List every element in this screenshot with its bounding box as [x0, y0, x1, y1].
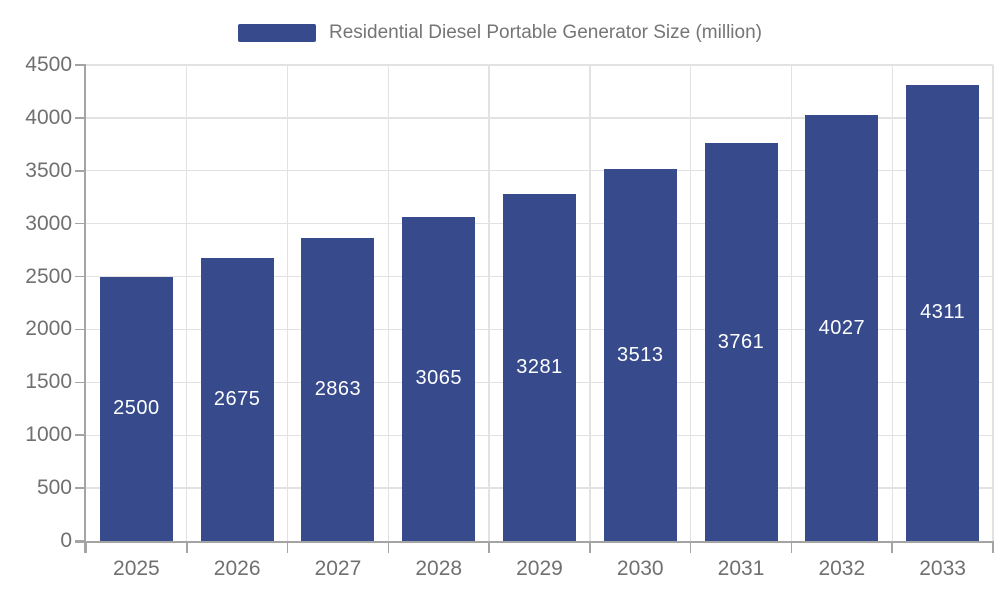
x-axis-tick — [488, 541, 490, 553]
gridline-vertical — [387, 65, 390, 541]
x-tick-label: 2027 — [314, 557, 362, 580]
gridline-vertical — [992, 65, 994, 541]
x-tick-label: 2033 — [919, 557, 966, 580]
bar: 2675 — [200, 258, 274, 541]
y-tick-label: 2500 — [25, 264, 72, 288]
bar-value-label: 2863 — [314, 378, 362, 401]
y-axis-tick — [75, 434, 86, 436]
y-tick-label: 3500 — [25, 158, 72, 182]
x-tick-label: 2030 — [616, 557, 664, 580]
bar-value-label: 3065 — [415, 367, 462, 390]
gridline-vertical — [286, 65, 289, 541]
y-axis-line — [84, 65, 86, 553]
bar: 2863 — [301, 238, 375, 541]
bar-value-label: 3513 — [617, 343, 664, 366]
y-axis-tick — [75, 487, 86, 489]
x-axis-tick — [891, 541, 893, 553]
bar: 3761 — [704, 143, 778, 541]
gridline-horizontal — [86, 117, 993, 119]
x-axis-tick — [992, 541, 994, 553]
bar-value-label: 4311 — [920, 301, 966, 324]
x-tick-label: 2028 — [415, 557, 463, 580]
x-tick-label: 2026 — [213, 557, 261, 580]
y-tick-label: 2000 — [25, 317, 72, 341]
x-axis-tick — [286, 541, 289, 553]
gridline-horizontal — [86, 64, 993, 66]
x-tick-label: 2025 — [113, 557, 160, 580]
y-tick-label: 4500 — [25, 53, 72, 76]
bar: 2500 — [99, 276, 173, 541]
gridline-horizontal — [86, 170, 993, 172]
gridline-vertical — [488, 65, 490, 541]
bar-value-label: 3761 — [717, 330, 765, 353]
x-tick-label: 2029 — [516, 557, 563, 580]
gridline-vertical — [891, 65, 893, 541]
x-axis-line — [75, 541, 993, 543]
y-axis-tick — [75, 222, 86, 225]
bar: 4311 — [906, 84, 980, 541]
y-tick-label: 4000 — [25, 105, 72, 129]
y-tick-label: 3000 — [25, 211, 72, 235]
y-tick-label: 1500 — [25, 370, 72, 394]
bar-value-label: 2675 — [213, 388, 261, 410]
x-axis-tick — [589, 541, 591, 553]
legend[interactable]: Residential Diesel Portable Generator Si… — [0, 22, 1000, 44]
y-tick-label: 500 — [36, 476, 72, 500]
legend-label: Residential Diesel Portable Generator Si… — [329, 22, 762, 43]
bar: 4027 — [805, 115, 879, 541]
y-tick-label: 0 — [60, 529, 72, 552]
y-axis-tick — [75, 117, 86, 119]
gridline-vertical — [589, 65, 591, 541]
x-axis-tick — [387, 541, 390, 553]
gridline-vertical — [186, 65, 188, 541]
x-axis-tick — [186, 541, 188, 553]
x-axis-tick — [85, 541, 87, 553]
x-axis-tick — [689, 541, 692, 553]
y-axis-tick — [75, 275, 86, 278]
gridline-vertical — [689, 65, 692, 541]
legend-swatch-icon — [238, 24, 317, 42]
y-axis-tick — [75, 64, 86, 66]
y-axis-tick — [75, 170, 86, 172]
y-axis-tick — [75, 381, 86, 384]
y-tick-label: 1000 — [25, 423, 72, 447]
bar-value-label: 2500 — [113, 397, 160, 420]
x-axis-tick — [790, 541, 793, 553]
y-axis-tick — [75, 328, 86, 331]
bar-value-label: 4027 — [818, 316, 866, 339]
bar: 3513 — [603, 169, 677, 541]
x-tick-label: 2032 — [818, 557, 866, 580]
bar: 3065 — [402, 216, 476, 541]
x-tick-label: 2031 — [717, 557, 765, 580]
bar-value-label: 3281 — [516, 355, 563, 378]
bar: 3281 — [502, 193, 577, 541]
gridline-vertical — [790, 65, 793, 541]
